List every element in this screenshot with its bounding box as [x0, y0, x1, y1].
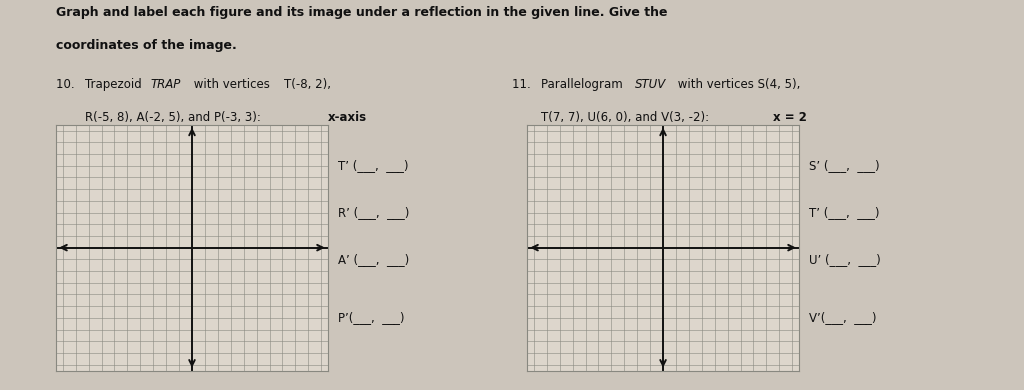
- Text: R’ (___,  ___): R’ (___, ___): [338, 206, 410, 219]
- Text: x = 2: x = 2: [773, 111, 807, 124]
- Text: coordinates of the image.: coordinates of the image.: [56, 39, 238, 52]
- Text: P’(___,  ___): P’(___, ___): [338, 311, 404, 324]
- Text: T’ (___,  ___): T’ (___, ___): [338, 159, 409, 172]
- Text: T’ (___,  ___): T’ (___, ___): [809, 206, 880, 219]
- Text: x-axis: x-axis: [328, 111, 367, 124]
- Text: with vertices S(4, 5),: with vertices S(4, 5),: [674, 78, 800, 91]
- Text: with vertices: with vertices: [190, 78, 274, 91]
- Text: TRAP: TRAP: [151, 78, 181, 91]
- Text: S’ (___,  ___): S’ (___, ___): [809, 159, 880, 172]
- Text: Parallelogram: Parallelogram: [541, 78, 626, 91]
- Text: Trapezoid: Trapezoid: [85, 78, 145, 91]
- Text: T(-8, 2),: T(-8, 2),: [284, 78, 331, 91]
- Text: 11.: 11.: [512, 78, 535, 91]
- Text: T(7, 7), U(6, 0), and V(3, -2):: T(7, 7), U(6, 0), and V(3, -2):: [541, 111, 713, 124]
- Text: R(-5, 8), A(-2, 5), and P(-3, 3):: R(-5, 8), A(-2, 5), and P(-3, 3):: [85, 111, 264, 124]
- Text: Graph and label each figure and its image under a reflection in the given line. : Graph and label each figure and its imag…: [56, 6, 668, 19]
- Text: STUV: STUV: [635, 78, 667, 91]
- Text: U’ (___,  ___): U’ (___, ___): [809, 253, 881, 266]
- Text: V’(___,  ___): V’(___, ___): [809, 311, 877, 324]
- Text: A’ (___,  ___): A’ (___, ___): [338, 253, 410, 266]
- Text: 10.: 10.: [56, 78, 79, 91]
